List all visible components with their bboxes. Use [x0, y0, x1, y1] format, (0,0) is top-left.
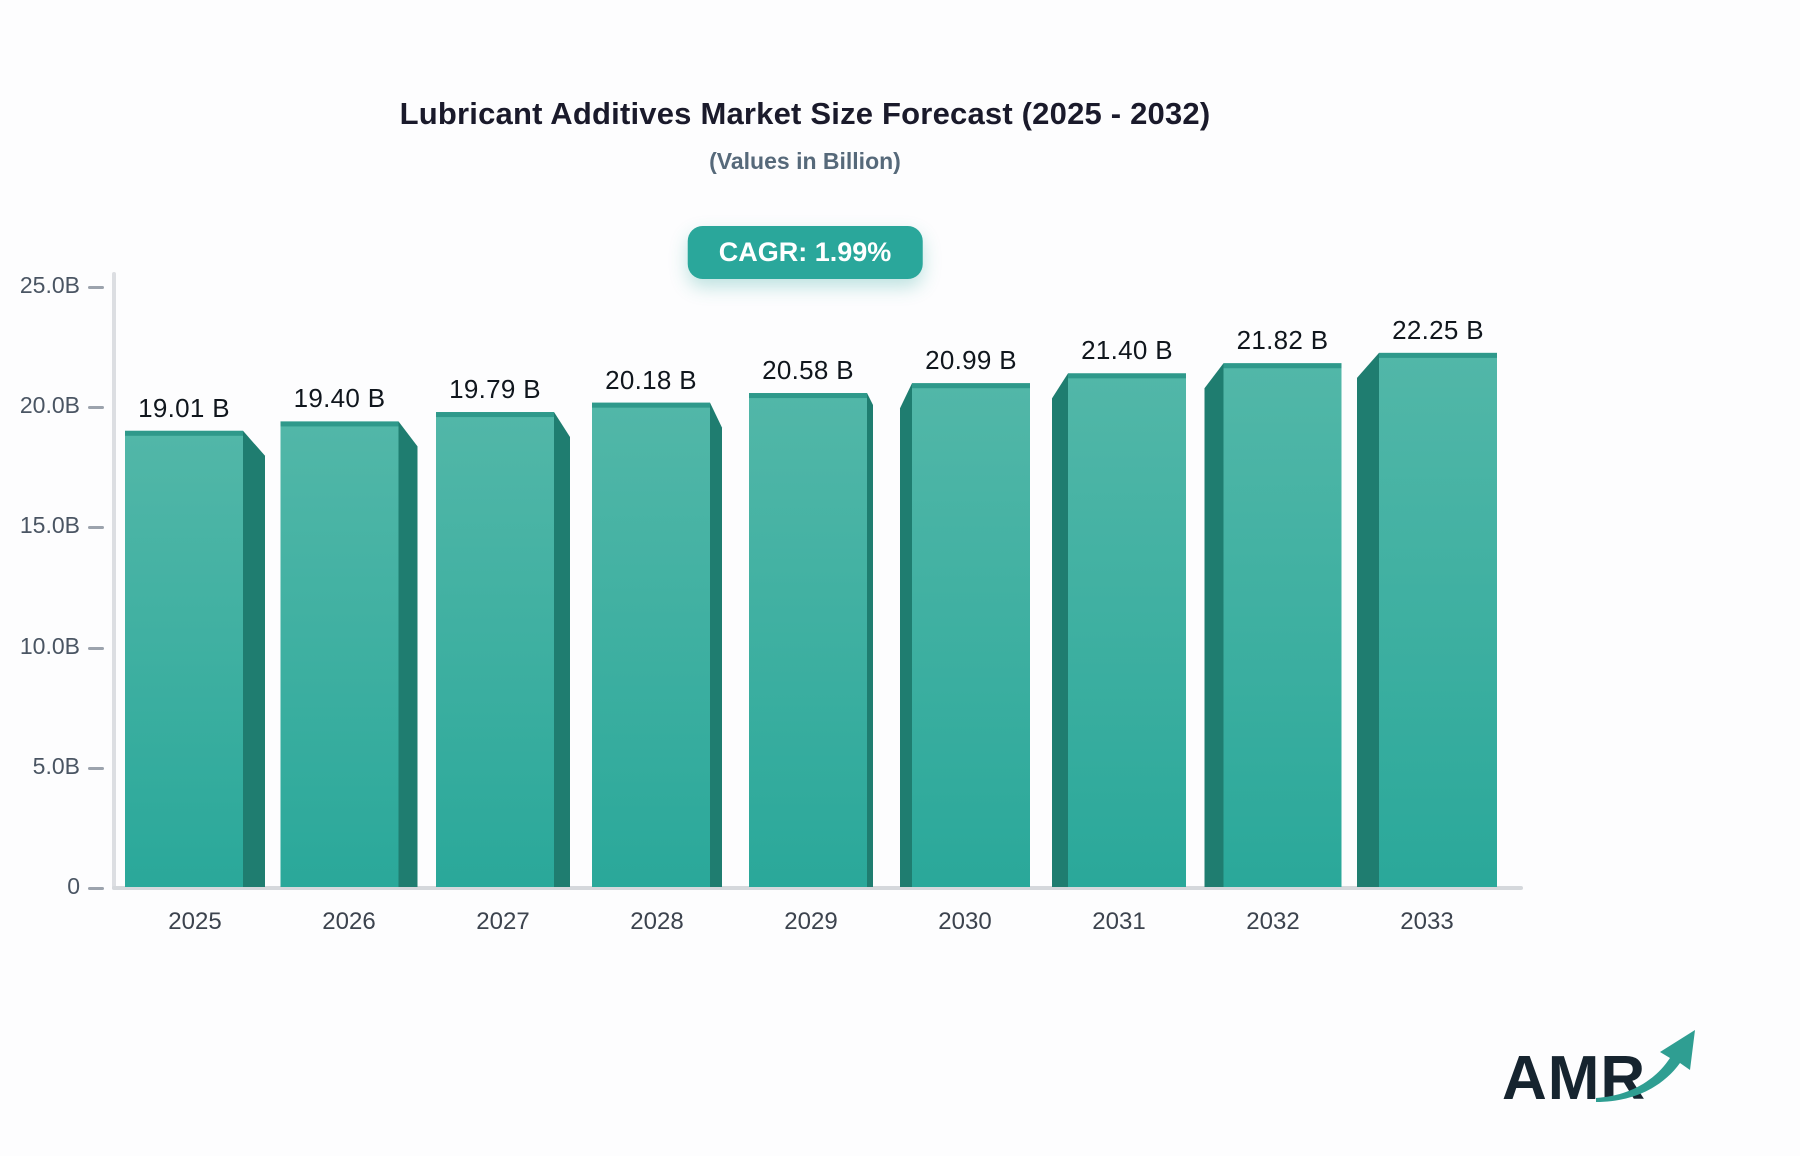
y-axis-tick-mark — [88, 285, 104, 289]
y-axis-tick-label: 10.0B — [19, 632, 80, 659]
bar-front-face — [125, 430, 243, 887]
x-axis-baseline — [112, 886, 1523, 890]
bar-top-edge — [749, 393, 867, 399]
y-axis-tick-mark — [88, 526, 104, 530]
amr-logo: AMR — [1502, 1018, 1712, 1128]
bar-2032 — [1204, 363, 1342, 887]
x-axis-tick-label: 2031 — [1092, 908, 1146, 935]
bar-2033 — [1357, 352, 1497, 887]
bar-2027 — [436, 412, 570, 887]
bar-side-face — [1357, 352, 1379, 887]
x-axis-tick-label: 2028 — [630, 908, 684, 935]
x-axis-tick-label: 2025 — [168, 908, 222, 935]
bar-side-face — [1052, 373, 1068, 888]
bar-side-face — [398, 421, 418, 887]
bar-top-edge — [1068, 373, 1186, 379]
bar-2030 — [900, 383, 1030, 887]
bar-top-edge — [280, 421, 399, 427]
bar-2028 — [592, 402, 722, 887]
chart-title: Lubricant Additives Market Size Forecast… — [399, 96, 1211, 131]
bar-side-face — [554, 412, 570, 887]
bar-front-face — [1223, 363, 1342, 887]
bar-front-face — [749, 393, 867, 887]
y-axis-tick-mark — [88, 646, 104, 650]
y-axis-tick-mark — [88, 887, 104, 890]
bar-value-label: 22.25 B — [1392, 314, 1484, 345]
chart-subtitle: (Values in Billion) — [709, 148, 901, 174]
y-axis-tick-label: 25.0B — [19, 271, 80, 298]
bar-2026 — [280, 421, 418, 887]
bar-value-label: 20.18 B — [605, 364, 697, 395]
bar-side-face — [1204, 363, 1224, 887]
bar-value-label: 21.40 B — [1081, 335, 1173, 366]
bar-value-label: 20.58 B — [762, 355, 854, 386]
bar-2029 — [749, 393, 873, 887]
y-axis-tick-label: 20.0B — [19, 392, 80, 418]
x-axis-tick-label: 2029 — [784, 908, 838, 935]
bar-front-face — [1068, 373, 1186, 888]
bar-top-edge — [912, 383, 1030, 389]
bar-front-face — [436, 412, 554, 887]
y-axis-tick-label: 5.0B — [32, 752, 80, 779]
bar-value-label: 19.79 B — [449, 374, 541, 405]
x-axis-tick-label: 2033 — [1400, 908, 1454, 935]
bar-value-label: 19.40 B — [293, 383, 386, 414]
bar-value-label: 19.01 B — [138, 392, 230, 423]
bar-value-label: 21.82 B — [1236, 325, 1329, 356]
bar-top-edge — [436, 412, 554, 418]
x-axis-tick-label: 2032 — [1246, 908, 1300, 935]
bar-side-face — [900, 383, 912, 887]
growth-arrow-icon — [1596, 1030, 1695, 1102]
x-axis-tick-label: 2026 — [322, 908, 376, 935]
y-axis-tick-label: 0 — [67, 873, 80, 899]
bar-front-face — [1379, 352, 1497, 887]
y-axis-tick-mark — [88, 406, 104, 409]
bar-side-face — [867, 393, 873, 887]
y-axis-line — [112, 272, 116, 890]
bar-2025 — [125, 430, 265, 887]
bar-side-face — [243, 430, 265, 887]
bar-2031 — [1052, 373, 1186, 888]
x-axis-tick-label: 2030 — [938, 908, 992, 935]
cagr-badge: CAGR: 1.99% — [687, 226, 923, 279]
y-axis-tick-mark — [88, 766, 104, 770]
bar-front-face — [280, 421, 399, 887]
bar-front-face — [592, 402, 710, 887]
bar-top-edge — [592, 402, 710, 408]
bar-top-edge — [1223, 363, 1342, 369]
bar-top-edge — [1379, 352, 1497, 358]
bar-top-edge — [125, 430, 243, 436]
bar-side-face — [710, 402, 722, 887]
bar-value-label: 20.99 B — [925, 345, 1017, 376]
y-axis-tick-label: 15.0B — [19, 512, 80, 539]
x-axis-tick-label: 2027 — [476, 908, 530, 935]
bar-front-face — [912, 383, 1030, 887]
